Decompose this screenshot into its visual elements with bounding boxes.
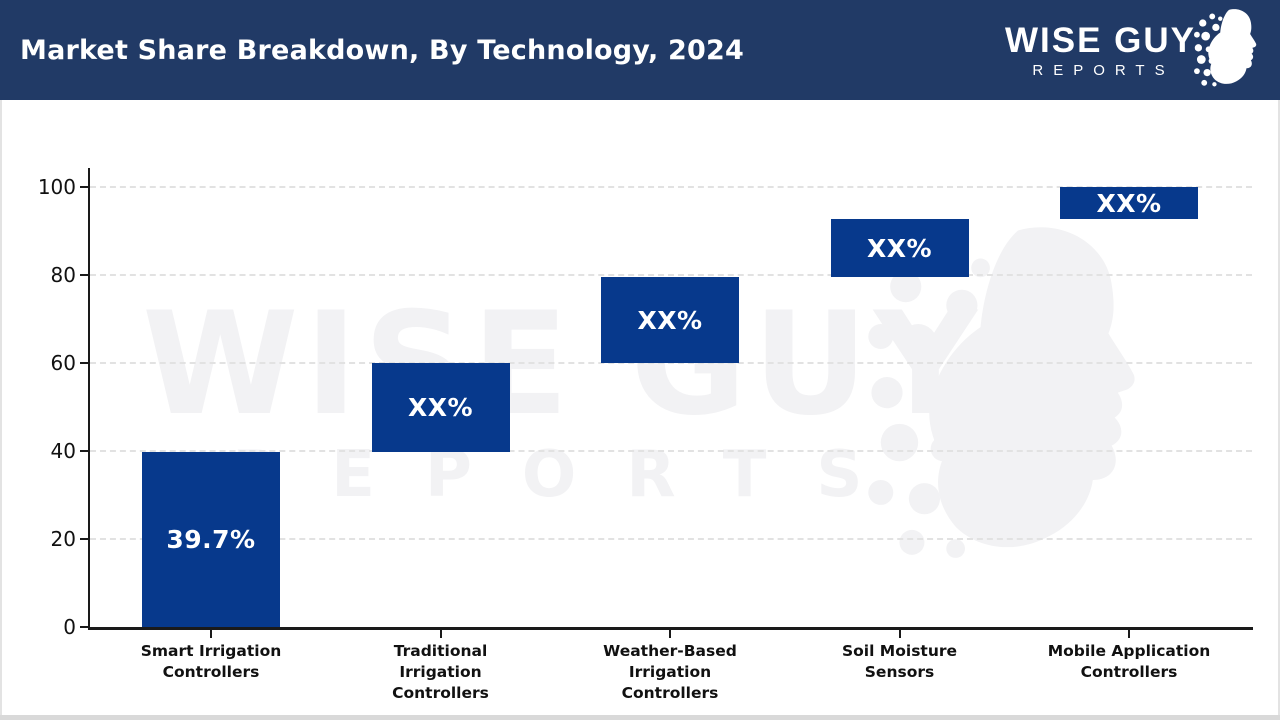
x-category-label: Soil Moisture Sensors xyxy=(841,642,958,681)
y-tick-mark xyxy=(80,538,89,540)
x-axis-spine xyxy=(88,627,1253,630)
y-tick-label: 0 xyxy=(63,615,76,639)
y-tick-label: 60 xyxy=(50,351,76,375)
x-tick-mark xyxy=(669,630,671,638)
y-tick-label: 100 xyxy=(37,175,76,199)
left-edge-divider xyxy=(0,100,2,716)
y-tick-mark xyxy=(80,450,89,452)
x-tick-mark xyxy=(439,630,442,638)
page-title: Market Share Breakdown, By Technology, 2… xyxy=(20,34,745,66)
x-category-label: Mobile Application Controllers xyxy=(1047,642,1211,681)
right-edge-divider xyxy=(1278,100,1280,716)
x-category-label: Weather-Based Irrigation Controllers xyxy=(603,642,737,702)
logo-wordmark: WISE GUY xyxy=(1004,20,1196,60)
x-tick-mark xyxy=(210,630,212,638)
x-category-label: Smart Irrigation Controllers xyxy=(140,642,282,681)
bar-1: 39.7% xyxy=(142,452,280,627)
bar-value-label: XX% xyxy=(637,305,703,335)
bar-value-label: XX% xyxy=(1096,188,1162,218)
header-banner: Market Share Breakdown, By Technology, 2… xyxy=(0,0,1280,100)
x-tick-mark xyxy=(898,630,901,638)
gridline-y-60 xyxy=(90,362,1252,364)
bar-value-label: XX% xyxy=(866,233,933,263)
bar-chart: 0 20 40 60 80 100 39.7% Smart Irrigation Control… xyxy=(0,100,1280,716)
y-tick-label: 40 xyxy=(50,439,76,463)
gridline-y-40 xyxy=(90,450,1252,452)
x-tick-mark xyxy=(1128,630,1130,638)
x-category-label: Traditional Irrigation Controllers xyxy=(392,642,489,702)
head-profile-dots-icon xyxy=(1194,9,1257,87)
y-tick-mark xyxy=(80,274,89,276)
y-tick-mark xyxy=(80,362,89,364)
bar-value-label: XX% xyxy=(407,393,474,423)
bottom-edge-divider xyxy=(0,715,1280,720)
y-tick-mark xyxy=(80,186,89,188)
bar-5: XX% xyxy=(1060,187,1198,220)
gridline-y-20 xyxy=(90,538,1252,540)
gridline-y-100 xyxy=(90,186,1252,188)
bar-3: XX% xyxy=(601,277,739,363)
y-tick-mark xyxy=(80,626,89,628)
gridline-y-80 xyxy=(90,274,1252,276)
wiseguy-logo: WISE GUY REPORTS xyxy=(1005,4,1266,96)
bar-value-label: 39.7% xyxy=(166,525,256,555)
bar-2: XX% xyxy=(371,363,510,453)
y-axis-spine xyxy=(88,168,90,629)
logo-subtitle: REPORTS xyxy=(1032,61,1175,79)
bar-4: XX% xyxy=(830,219,969,278)
y-tick-label: 20 xyxy=(50,527,76,551)
y-tick-label: 80 xyxy=(50,263,76,287)
